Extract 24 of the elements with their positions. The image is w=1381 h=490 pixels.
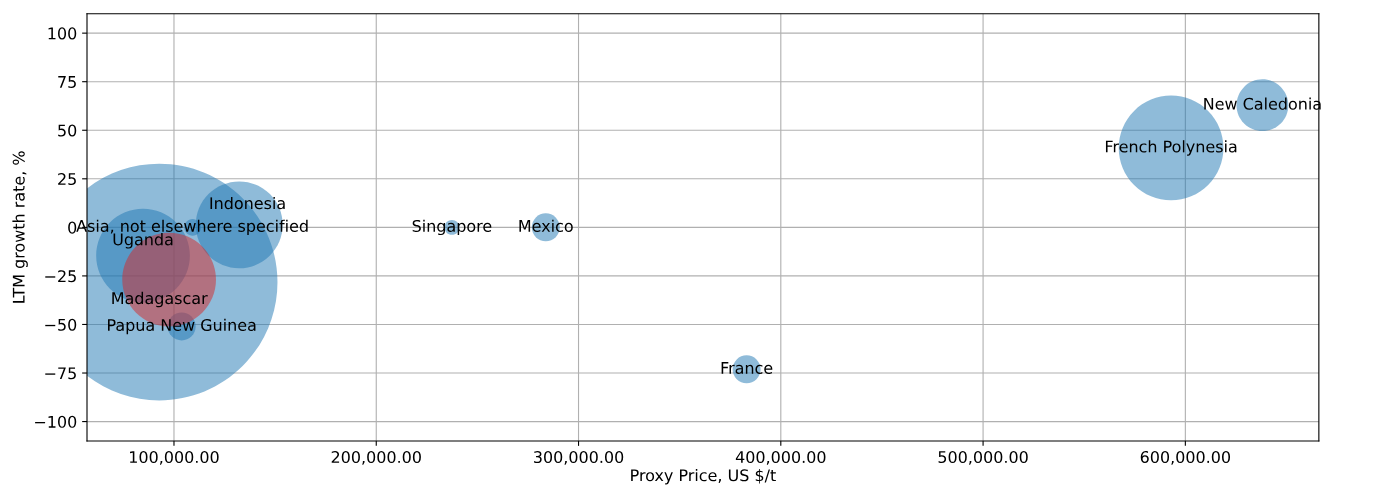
annotation: Mexico — [519, 219, 573, 232]
annotation: Madagascar — [112, 291, 208, 308]
y-tick-label: 100 — [48, 27, 77, 40]
y-tick-label: −75 — [45, 367, 76, 380]
x-tick-label: 200,000.00 — [331, 451, 421, 465]
x-axis-title: Proxy Price, US $/t — [631, 468, 776, 485]
y-tick-label: −25 — [45, 270, 76, 283]
x-tick-label: 600,000.00 — [1140, 451, 1231, 465]
y-axis-title: LTM growth rate, % — [12, 151, 28, 303]
y-tick-label: 25 — [58, 173, 76, 186]
y-tick-label: 0 — [68, 221, 77, 234]
x-tick-label: 500,000.00 — [938, 451, 1028, 465]
y-tick-label: 75 — [58, 76, 76, 88]
y-tick-label: 50 — [58, 124, 77, 137]
x-tick-label: 100,000.00 — [130, 451, 219, 465]
x-tick-label: 300,000.00 — [534, 451, 624, 465]
annotation: Uganda — [113, 233, 173, 249]
y-tick-label: −50 — [45, 318, 77, 331]
y-tick-label: −100 — [35, 415, 77, 428]
annotation: French Polynesia — [1105, 140, 1237, 156]
annotation: Papua New Guinea — [108, 318, 256, 335]
x-tick-label: 400,000.00 — [735, 451, 826, 465]
annotation: France — [721, 362, 773, 374]
annotation: Singapore — [412, 219, 492, 236]
